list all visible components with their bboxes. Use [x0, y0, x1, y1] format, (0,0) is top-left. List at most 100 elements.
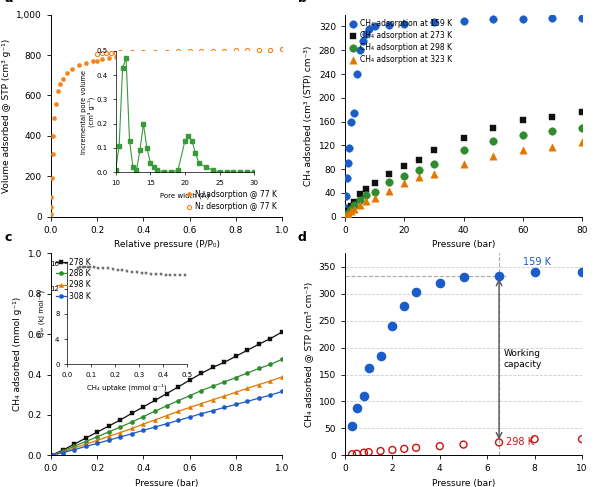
Point: [459, 274, 469, 281]
298 K: [209, 397, 216, 403]
N₂ desorption @ 77 K: [140, 49, 147, 55]
298 K: [105, 433, 112, 439]
288 K: [256, 366, 263, 372]
Point: [359, 449, 369, 456]
288 K: [278, 356, 286, 362]
Point: [364, 364, 373, 372]
CH₄ adsorption at 159 K: [343, 159, 353, 167]
CH₄ adsorption at 159 K: [343, 174, 352, 182]
N₂ adsorption @ 77 K: [49, 151, 56, 157]
CH₄ adsorption at 273 K: [341, 211, 350, 219]
CH₄ adsorption at 159 K: [577, 14, 587, 21]
CH₄ adsorption at 298 K: [343, 208, 353, 216]
N₂ desorption @ 77 K: [278, 46, 286, 52]
288 K: [94, 434, 101, 440]
278 K: [94, 429, 101, 435]
N₂ adsorption @ 77 K: [89, 58, 96, 64]
308 K: [244, 398, 251, 404]
N₂ adsorption @ 77 K: [140, 52, 147, 57]
Text: Working
capacity: Working capacity: [504, 350, 542, 369]
N₂ desorption @ 77 K: [256, 47, 263, 53]
N₂ adsorption @ 77 K: [47, 211, 55, 217]
CH₄ adsorption at 159 K: [488, 16, 498, 23]
298 K: [278, 374, 286, 380]
Line: 278 K: 278 K: [49, 330, 284, 457]
CH₄ adsorption at 298 K: [361, 191, 371, 199]
Legend: 278 K, 288 K, 298 K, 308 K: 278 K, 288 K, 298 K, 308 K: [55, 257, 92, 301]
CH₄ adsorption at 323 K: [341, 212, 350, 220]
Text: d: d: [298, 231, 307, 244]
Point: [352, 405, 362, 412]
CH₄ adsorption at 273 K: [340, 212, 350, 220]
CH₄ adsorption at 273 K: [346, 202, 356, 210]
CH₄ adsorption at 323 K: [414, 173, 424, 181]
CH₄ adsorption at 273 K: [548, 113, 557, 121]
288 K: [221, 379, 228, 385]
CH₄ adsorption at 298 K: [429, 160, 439, 168]
308 K: [117, 434, 124, 440]
288 K: [105, 429, 112, 435]
Line: N₂ adsorption @ 77 K: N₂ adsorption @ 77 K: [49, 47, 284, 216]
Point: [530, 268, 539, 276]
308 K: [59, 450, 66, 456]
308 K: [278, 389, 286, 394]
N₂ adsorption @ 77 K: [55, 89, 62, 94]
CH₄ adsorption at 159 K: [459, 17, 469, 24]
CH₄ adsorption at 298 K: [518, 131, 527, 139]
308 K: [232, 401, 239, 407]
CH₄ adsorption at 273 K: [385, 170, 394, 178]
N₂ adsorption @ 77 K: [256, 47, 263, 53]
Line: 308 K: 308 K: [49, 390, 284, 457]
Point: [435, 442, 445, 450]
298 K: [186, 405, 193, 411]
CH₄ adsorption at 273 K: [400, 162, 409, 169]
288 K: [59, 449, 66, 454]
308 K: [256, 395, 263, 401]
Point: [577, 435, 587, 443]
CH₄ adsorption at 159 K: [352, 70, 362, 78]
278 K: [105, 423, 112, 429]
308 K: [209, 408, 216, 413]
CH₄ adsorption at 159 K: [341, 192, 351, 200]
Point: [347, 450, 357, 458]
298 K: [221, 393, 228, 399]
298 K: [117, 430, 124, 435]
278 K: [71, 441, 78, 447]
CH₄ adsorption at 298 K: [577, 124, 587, 131]
CH₄ adsorption at 159 K: [385, 21, 394, 29]
308 K: [151, 424, 158, 430]
CH₄ adsorption at 159 K: [400, 19, 409, 27]
N₂ adsorption @ 77 K: [112, 54, 119, 60]
Point: [577, 268, 587, 276]
278 K: [256, 341, 263, 347]
288 K: [117, 424, 124, 430]
278 K: [151, 397, 158, 403]
278 K: [59, 448, 66, 453]
CH₄ adsorption at 273 K: [361, 186, 371, 193]
CH₄ adsorption at 159 K: [346, 118, 356, 126]
Point: [459, 441, 469, 449]
Point: [435, 279, 445, 287]
Point: [376, 447, 385, 455]
278 K: [267, 336, 274, 341]
CH₄ adsorption at 298 K: [340, 212, 350, 220]
N₂ adsorption @ 77 K: [117, 54, 124, 59]
288 K: [163, 403, 170, 409]
N₂ desorption @ 77 K: [94, 51, 101, 57]
288 K: [209, 383, 216, 389]
N₂ adsorption @ 77 K: [94, 58, 101, 64]
298 K: [82, 441, 89, 447]
Line: 298 K: 298 K: [49, 375, 284, 457]
CH₄ adsorption at 159 K: [349, 109, 359, 116]
N₂ desorption @ 77 K: [267, 47, 274, 53]
298 K: [94, 437, 101, 443]
CH₄ adsorption at 273 K: [414, 156, 424, 164]
Point: [347, 422, 357, 430]
278 K: [278, 329, 286, 335]
N₂ desorption @ 77 K: [98, 51, 106, 56]
CH₄ adsorption at 323 K: [518, 146, 527, 154]
CH₄ adsorption at 323 K: [548, 143, 557, 150]
CH₄ adsorption at 323 K: [488, 152, 498, 160]
CH₄ adsorption at 159 K: [341, 204, 350, 212]
N₂ adsorption @ 77 K: [75, 62, 82, 68]
